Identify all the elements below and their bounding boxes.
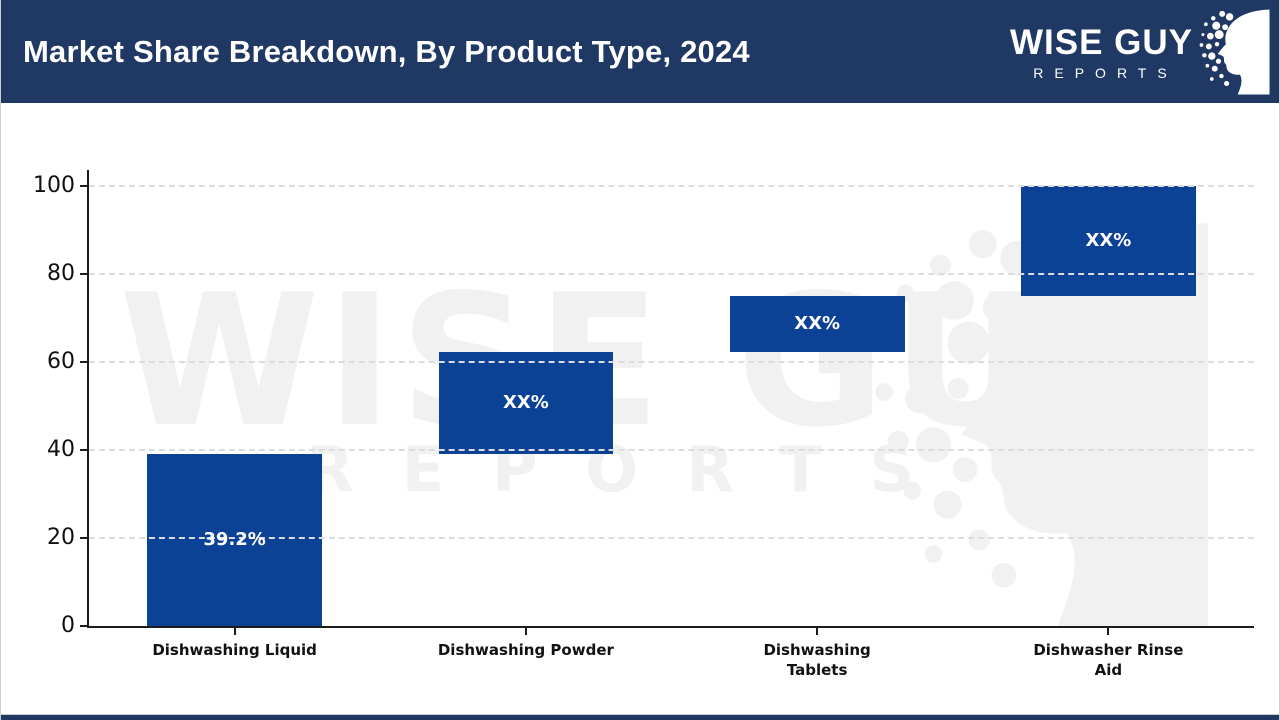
logo-head-icon [1197,9,1271,95]
y-tick-mark [80,625,87,627]
category-label-line: Aid [1094,661,1123,679]
y-tick-label: 100 [33,173,75,198]
page-title: Market Share Breakdown, By Product Type,… [23,33,750,69]
chart-area: WISE GUY REPORTS 0 20 40 60 80 100 39.2% Dishwa… [1,103,1279,715]
y-tick-mark [80,185,87,187]
bottom-accent-bar [1,715,1279,720]
logo-text: WISE GUY REPORTS [1009,22,1193,81]
x-tick-mark [233,628,236,635]
y-gridline [89,537,1254,539]
x-tick-mark [816,628,819,635]
logo-name: WISE GUY [1009,22,1193,62]
waterfall-bar [1021,186,1196,296]
y-gridline [89,185,1254,187]
waterfall-bar [147,453,322,626]
waterfall-bar [729,296,905,353]
bar-value-label: XX% [502,391,549,413]
category-label-line: Dishwashing Liquid [152,641,317,659]
y-tick-label: 60 [47,349,75,374]
y-tick-mark [80,449,87,451]
bar-value-label: 39.2% [203,528,266,550]
category-label-line: Dishwashing [763,641,871,659]
y-gridline [89,361,1254,363]
category-label-line: Tablets [786,661,848,679]
bar-value-label: XX% [794,313,841,335]
y-gridline [89,449,1254,451]
waterfall-bar [438,352,614,454]
category-label-line: Dishwashing Powder [437,641,614,659]
y-tick-label: 40 [47,437,75,462]
y-tick-mark [80,537,87,539]
y-axis-line [87,170,89,628]
category-label-line: Dishwasher Rinse [1033,641,1184,659]
x-axis-line [87,626,1254,628]
bar-value-label: XX% [1085,230,1132,251]
y-tick-mark [80,361,87,363]
header: Market Share Breakdown, By Product Type,… [1,0,1279,103]
category-label: Dishwasher Rinse Aid [988,640,1228,680]
y-tick-mark [80,273,87,275]
category-label: Dishwashing Powder [406,640,646,660]
page-border-bottom [1,714,1279,715]
logo-subtitle: REPORTS [1033,64,1178,81]
y-tick-label: 80 [47,261,75,286]
y-tick-label: 20 [47,525,75,550]
y-gridline [89,273,1254,275]
wise-guy-logo: WISE GUY REPORTS [1010,8,1271,96]
category-label: Dishwashing Tablets [697,640,937,680]
x-tick-mark [1107,628,1110,635]
y-tick-label: 0 [61,613,75,638]
x-tick-mark [524,628,527,635]
category-label: Dishwashing Liquid [115,640,355,660]
